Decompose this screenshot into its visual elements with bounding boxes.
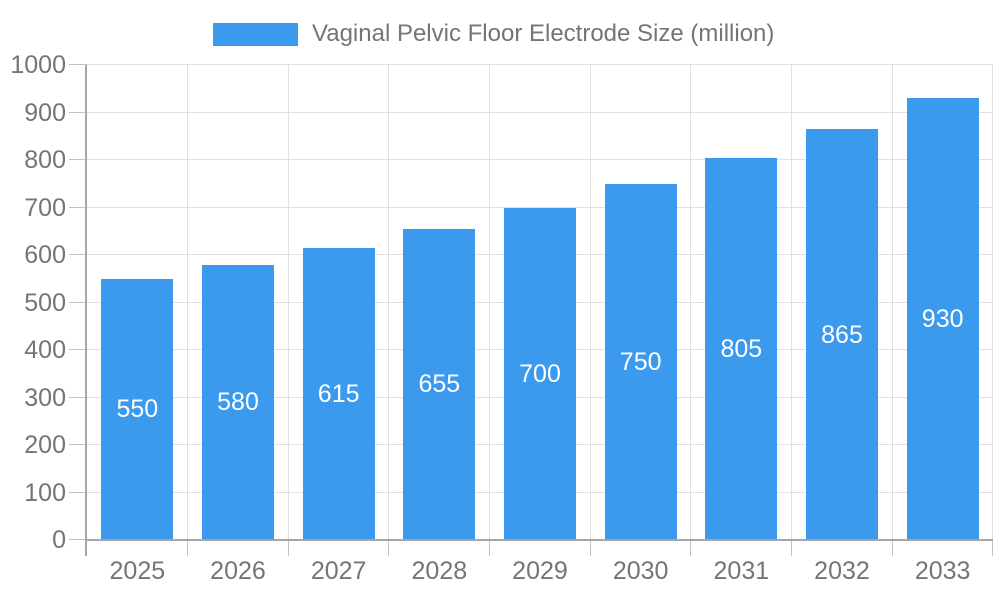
y-axis-tick-label: 0 (52, 526, 66, 554)
bar-value-label: 750 (619, 347, 662, 376)
y-axis-tick (69, 444, 87, 446)
y-axis-tick-label: 500 (24, 288, 66, 317)
y-axis-tick-label: 200 (24, 431, 66, 459)
bar-value-label: 655 (418, 370, 461, 399)
x-axis-tick-label: 2029 (512, 557, 568, 585)
x-axis-tick-label: 2030 (612, 557, 669, 585)
gridline-vertical (891, 65, 893, 540)
bar[interactable] (302, 247, 375, 540)
y-axis-tick-label: 300 (24, 383, 66, 412)
gridline-vertical (186, 65, 188, 540)
y-axis-line (85, 65, 87, 556)
bar-value-label: 615 (317, 379, 360, 408)
y-axis-tick (69, 111, 87, 113)
bar-value-label: 580 (217, 388, 259, 417)
x-axis-tick (790, 540, 792, 556)
bar-value-label: 930 (921, 305, 964, 334)
gridline-vertical (589, 65, 591, 540)
y-axis-tick (69, 301, 87, 303)
y-axis-tick-label: 700 (24, 193, 66, 222)
gridline-vertical (690, 65, 692, 540)
gridline-horizontal (87, 159, 993, 161)
y-axis-tick (69, 539, 87, 541)
legend-swatch-icon (213, 22, 298, 46)
gridline-horizontal (87, 64, 993, 66)
x-axis-tick-label: 2031 (713, 557, 770, 585)
bar[interactable] (202, 264, 274, 540)
x-axis-tick-label: 2025 (109, 557, 166, 585)
x-axis-tick (388, 540, 390, 556)
x-axis-tick-label: 2028 (411, 557, 468, 585)
bar[interactable] (906, 98, 979, 540)
x-axis-tick-label: 2032 (814, 557, 870, 585)
gridline-horizontal (87, 111, 993, 113)
bar-value-label: 550 (116, 395, 159, 424)
legend-label: Vaginal Pelvic Floor Electrode Size (mil… (312, 20, 775, 47)
x-axis-tick (186, 540, 188, 556)
x-axis-tick (992, 540, 994, 556)
y-axis-tick-label: 800 (24, 146, 66, 174)
y-axis-tick (69, 64, 87, 66)
bar[interactable] (806, 129, 878, 540)
y-axis-tick-label: 1000 (10, 51, 66, 79)
gridline-vertical (992, 65, 994, 540)
x-axis-line (87, 539, 993, 541)
y-axis-tick-label: 600 (24, 241, 66, 269)
gridline-horizontal (87, 206, 993, 208)
bar[interactable] (604, 183, 677, 540)
y-axis-tick (69, 254, 87, 256)
x-axis-tick (891, 540, 893, 556)
y-axis-tick-label: 900 (24, 98, 66, 127)
y-axis-tick (69, 349, 87, 351)
y-axis-tick (69, 396, 87, 398)
x-axis-tick (488, 540, 490, 556)
bar[interactable] (403, 228, 476, 540)
x-axis-tick (690, 540, 692, 556)
x-axis-tick-label: 2027 (310, 557, 367, 585)
y-axis-tick-label: 100 (24, 478, 66, 507)
bar[interactable] (101, 278, 174, 540)
y-axis-tick (69, 206, 87, 208)
gridline-vertical (488, 65, 490, 540)
x-axis-tick-label: 2026 (210, 557, 266, 585)
bar[interactable] (705, 157, 778, 540)
bar-value-label: 865 (821, 320, 863, 349)
y-axis-tick-label: 400 (24, 336, 66, 364)
bar-value-label: 700 (519, 359, 561, 388)
legend-item[interactable]: Vaginal Pelvic Floor Electrode Size (mil… (213, 20, 774, 48)
x-axis-tick (589, 540, 591, 556)
bar-value-label: 805 (720, 334, 763, 363)
gridline-vertical (287, 65, 289, 540)
gridline-vertical (388, 65, 390, 540)
gridline-vertical (790, 65, 792, 540)
x-axis-tick-label: 2033 (914, 557, 971, 585)
y-axis-tick (69, 159, 87, 161)
bar[interactable] (504, 207, 576, 540)
x-axis-tick (287, 540, 289, 556)
y-axis-tick (69, 491, 87, 493)
